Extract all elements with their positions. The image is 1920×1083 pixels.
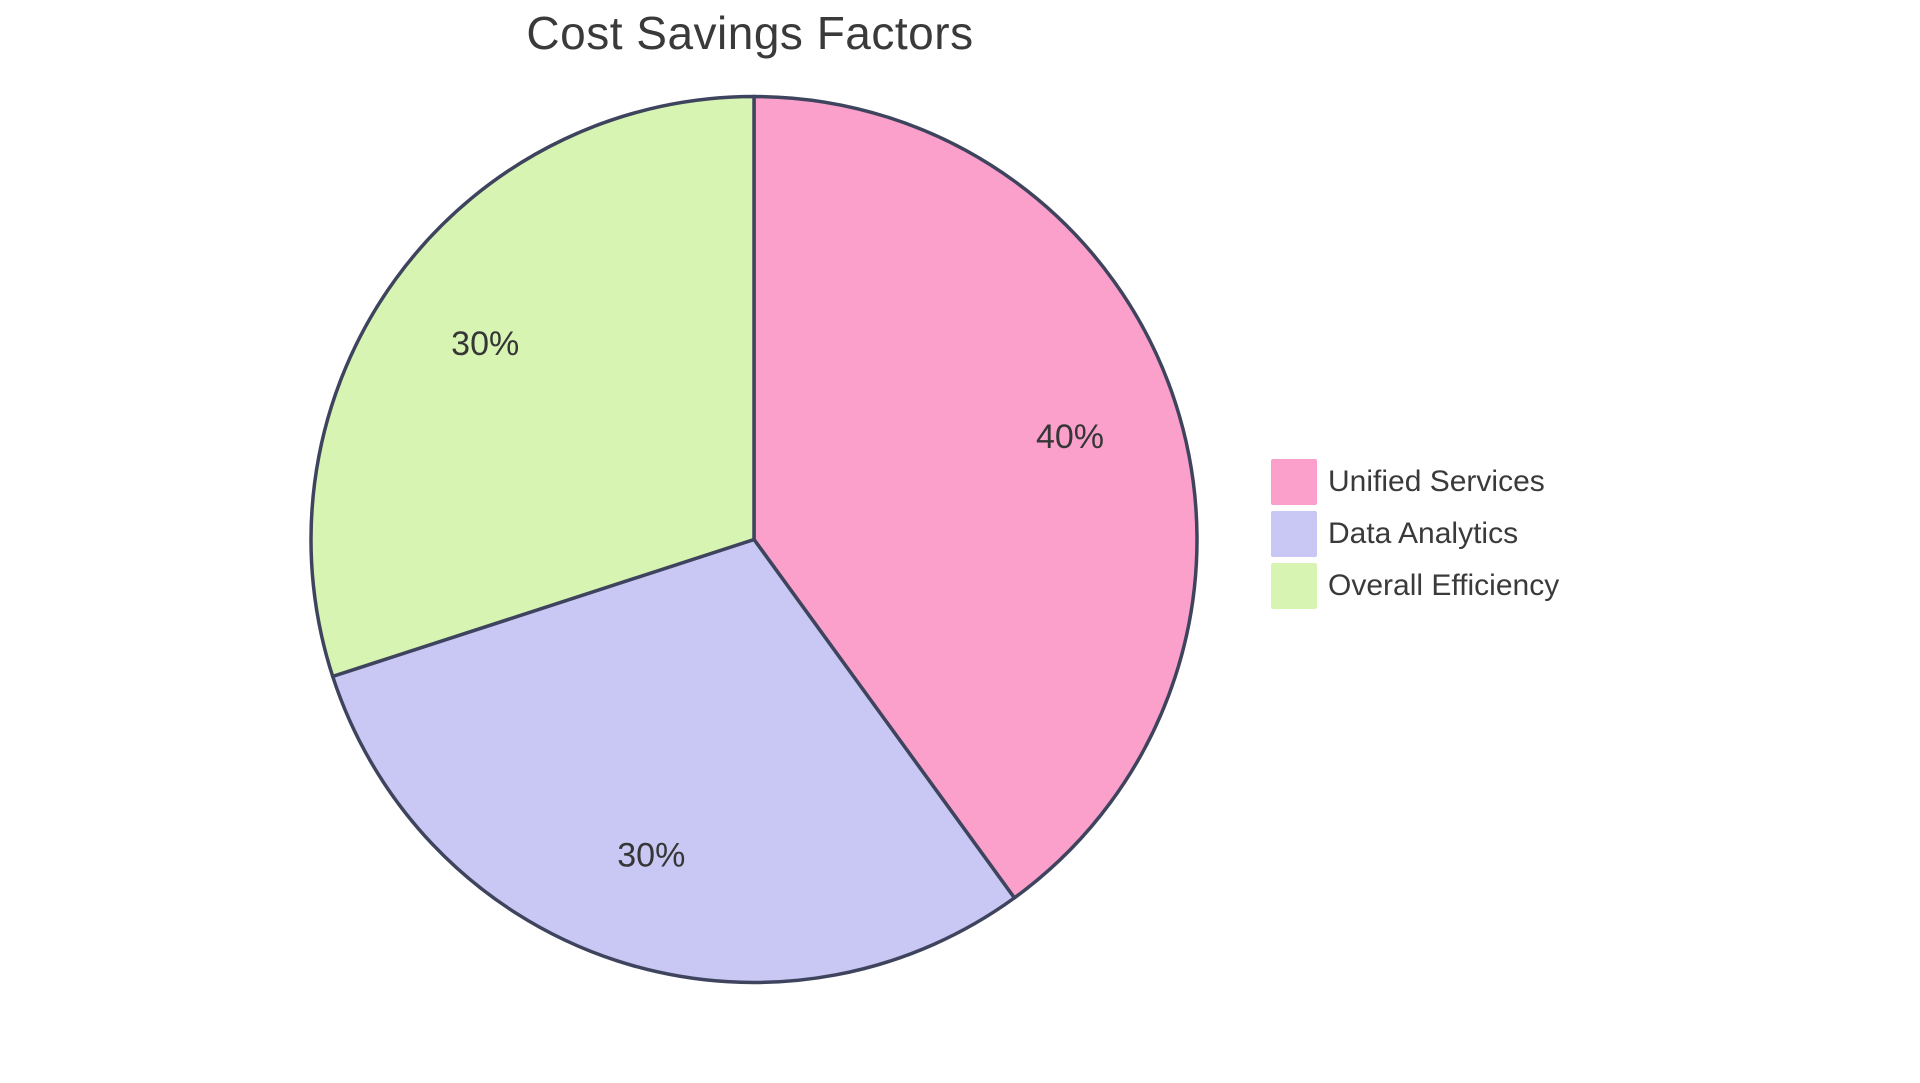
pie-slice-overall-efficiency[interactable] <box>309 94 756 679</box>
chart-title: Cost Savings Factors <box>526 7 974 59</box>
slice-value-label-overall-efficiency: 30% <box>451 325 519 363</box>
legend-swatch-overall-efficiency <box>1271 563 1317 609</box>
pie-slice-data-analytics[interactable] <box>330 537 1017 985</box>
legend-item-unified-services[interactable]: Unified Services <box>1271 459 1559 505</box>
pie-slice-unified-services[interactable] <box>752 94 1199 900</box>
legend-label-data-analytics: Data Analytics <box>1328 517 1519 550</box>
legend-swatch-unified-services <box>1271 459 1317 505</box>
legend-swatch-data-analytics <box>1271 511 1317 557</box>
legend-item-data-analytics[interactable]: Data Analytics <box>1271 511 1559 557</box>
legend: Unified Services Data Analytics Overall Ef… <box>1271 459 1559 615</box>
slice-value-label-unified-services: 40% <box>1036 418 1104 456</box>
legend-label-overall-efficiency: Overall Efficiency <box>1328 569 1560 602</box>
slice-value-label-data-analytics: 30% <box>617 837 685 875</box>
legend-item-overall-efficiency[interactable]: Overall Efficiency <box>1271 563 1559 609</box>
legend-label-unified-services: Unified Services <box>1328 465 1545 498</box>
